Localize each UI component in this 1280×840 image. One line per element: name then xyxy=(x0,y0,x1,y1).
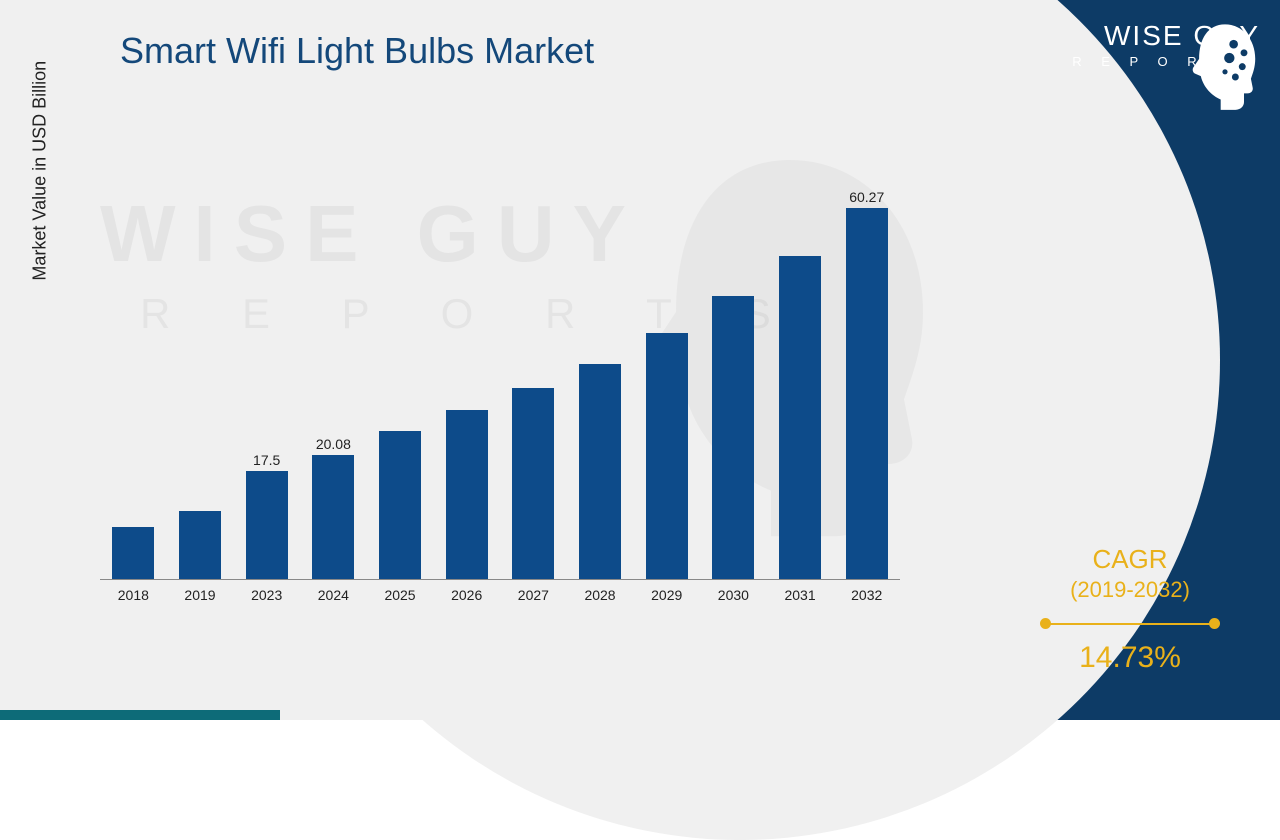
bar-rect xyxy=(112,527,154,579)
cagr-block: CAGR (2019-2032) 14.73% xyxy=(1015,544,1245,675)
bar-x-label: 2030 xyxy=(718,587,749,603)
cagr-value: 14.73% xyxy=(1015,641,1245,675)
bar-item: 2026 xyxy=(433,410,500,579)
bar-item: 2018 xyxy=(100,527,167,579)
bar-x-label: 2025 xyxy=(384,587,415,603)
cagr-title: CAGR xyxy=(1015,544,1245,575)
chart-area: Market Value in USD Billion 2018 2019 17… xyxy=(90,150,910,610)
cagr-divider xyxy=(1045,623,1215,625)
bar-rect xyxy=(512,388,554,579)
bar-x-label: 2031 xyxy=(784,587,815,603)
bar-item: 2031 xyxy=(767,256,834,579)
bar-item: 60.27 2032 xyxy=(833,189,900,579)
bar-x-label: 2026 xyxy=(451,587,482,603)
bar-item: 20.08 2024 xyxy=(300,436,367,579)
bar-x-label: 2028 xyxy=(584,587,615,603)
bar-rect xyxy=(179,511,221,579)
bar-rect xyxy=(312,455,354,579)
bar-rect xyxy=(646,333,688,579)
logo: WISE GUY R E P O R T S xyxy=(1072,20,1260,69)
bar-item: 2028 xyxy=(567,364,634,579)
y-axis-label: Market Value in USD Billion xyxy=(30,61,51,281)
chart-title: Smart Wifi Light Bulbs Market xyxy=(120,30,594,72)
bar-item: 2027 xyxy=(500,388,567,579)
bar-x-label: 2029 xyxy=(651,587,682,603)
bar-item: 2029 xyxy=(633,333,700,579)
bar-x-label: 2027 xyxy=(518,587,549,603)
bar-item: 2019 xyxy=(167,511,234,579)
bar-rect xyxy=(246,471,288,579)
bar-item: 2025 xyxy=(367,431,434,579)
bar-x-label: 2032 xyxy=(851,587,882,603)
bar-rect xyxy=(579,364,621,579)
bar-rect xyxy=(379,431,421,579)
bar-x-label: 2023 xyxy=(251,587,282,603)
bottom-accent-bar xyxy=(0,710,280,720)
bar-item: 2030 xyxy=(700,296,767,579)
bar-rect xyxy=(779,256,821,579)
cagr-range: (2019-2032) xyxy=(1015,577,1245,603)
logo-head-icon xyxy=(1180,20,1270,115)
bar-value-label: 20.08 xyxy=(316,436,351,452)
bars-container: 2018 2019 17.5 2023 20.08 2024 2025 2026… xyxy=(100,150,900,580)
bar-rect xyxy=(846,208,888,579)
bar-x-label: 2019 xyxy=(184,587,215,603)
bar-item: 17.5 2023 xyxy=(233,452,300,579)
bar-rect xyxy=(712,296,754,579)
bar-x-label: 2018 xyxy=(118,587,149,603)
bar-x-label: 2024 xyxy=(318,587,349,603)
bar-rect xyxy=(446,410,488,579)
bar-value-label: 17.5 xyxy=(253,452,280,468)
bar-value-label: 60.27 xyxy=(849,189,884,205)
